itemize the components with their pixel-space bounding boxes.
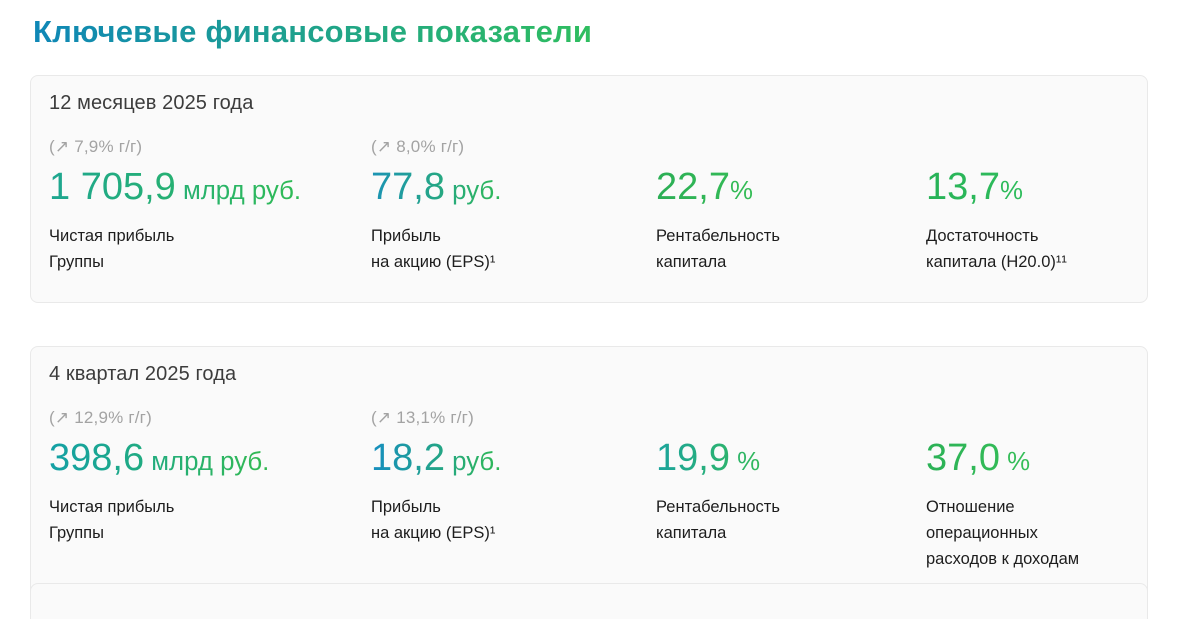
metric-growth: (↗ 12,9% г/г) (49, 407, 152, 427)
metric-number: 13,7 (926, 166, 1000, 208)
metric-value: 398,6 млрд руб. (49, 439, 269, 479)
metric-value: 37,0 % (926, 439, 1030, 479)
metric-roe: 19,9 % Рентабельность капитала (656, 408, 926, 573)
metric-growth: (↗ 13,1% г/г) (371, 407, 474, 427)
metric-unit: млрд руб. (144, 447, 270, 476)
period-heading: 12 месяцев 2025 года (49, 92, 254, 114)
metric-growth (926, 408, 1129, 432)
metric-unit: % (729, 177, 753, 205)
metrics-row: (↗ 7,9% г/г) 1 705,9 млрд руб. Чистая пр… (49, 137, 1129, 276)
period-card-q4: 4 квартал 2025 года (↗ 12,9% г/г) 398,6 … (30, 345, 1148, 600)
metrics-row: (↗ 12,9% г/г) 398,6 млрд руб. Чистая при… (49, 408, 1129, 573)
period-card-12-months: 12 месяцев 2025 года (↗ 7,9% г/г) 1 705,… (30, 75, 1148, 303)
metric-number: 19,9 (656, 436, 730, 479)
metric-number: 1 705,9 (49, 166, 176, 208)
metric-growth (926, 137, 1129, 161)
metric-unit: руб. (444, 447, 502, 476)
metric-value: 13,7% (926, 168, 1023, 208)
metric-number: 22,7 (656, 166, 730, 208)
metric-net-profit: (↗ 12,9% г/г) 398,6 млрд руб. Чистая при… (49, 408, 371, 573)
metric-number: 398,6 (49, 436, 145, 479)
metric-label: Рентабельность капитала (656, 497, 780, 542)
metric-value: 22,7% (656, 168, 753, 208)
metric-eps: (↗ 8,0% г/г) 77,8 руб. Прибыль на акцию … (371, 137, 656, 276)
metric-label: Чистая прибыль Группы (49, 226, 175, 272)
metric-unit: % (999, 447, 1031, 476)
metric-unit: руб. (444, 177, 502, 205)
metric-number: 18,2 (371, 436, 445, 479)
metric-label: Отношение операционных расходов к дохода… (926, 497, 1080, 569)
metric-capital-adequacy: 13,7% Достаточность капитала (Н20.0)¹¹ (926, 137, 1129, 276)
metric-label: Прибыль на акцию (EPS)¹ (371, 497, 496, 542)
metric-growth: (↗ 8,0% г/г) (371, 137, 465, 156)
period-heading: 4 квартал 2025 года (49, 362, 237, 385)
metric-label: Прибыль на акцию (EPS)¹ (371, 226, 496, 272)
metric-unit: % (999, 177, 1023, 205)
metric-growth (656, 137, 926, 161)
metric-eps: (↗ 13,1% г/г) 18,2 руб. Прибыль на акцию… (371, 408, 656, 573)
metric-number: 37,0 (926, 436, 1000, 479)
metric-unit: % (729, 447, 761, 476)
metric-net-profit: (↗ 7,9% г/г) 1 705,9 млрд руб. Чистая пр… (49, 137, 371, 276)
metric-unit: млрд руб. (175, 177, 302, 205)
kpi-cards: 12 месяцев 2025 года (↗ 7,9% г/г) 1 705,… (30, 75, 1148, 619)
metric-label: Чистая прибыль Группы (49, 497, 175, 542)
metric-label: Рентабельность капитала (656, 226, 780, 272)
period-card-next-partial (30, 582, 1148, 619)
metric-roe: 22,7% Рентабельность капитала (656, 137, 926, 276)
metric-growth (656, 408, 926, 432)
metric-cost-income-ratio: 37,0 % Отношение операционных расходов к… (926, 408, 1129, 573)
metric-label: Достаточность капитала (Н20.0)¹¹ (926, 226, 1067, 272)
metric-value: 1 705,9 млрд руб. (49, 168, 301, 208)
metric-value: 19,9 % (656, 439, 760, 479)
metric-value: 18,2 руб. (371, 439, 501, 479)
metric-value: 77,8 руб. (371, 168, 501, 208)
metric-growth: (↗ 7,9% г/г) (49, 137, 143, 156)
metric-number: 77,8 (371, 166, 445, 208)
page-title: Ключевые финансовые показатели (33, 14, 593, 49)
